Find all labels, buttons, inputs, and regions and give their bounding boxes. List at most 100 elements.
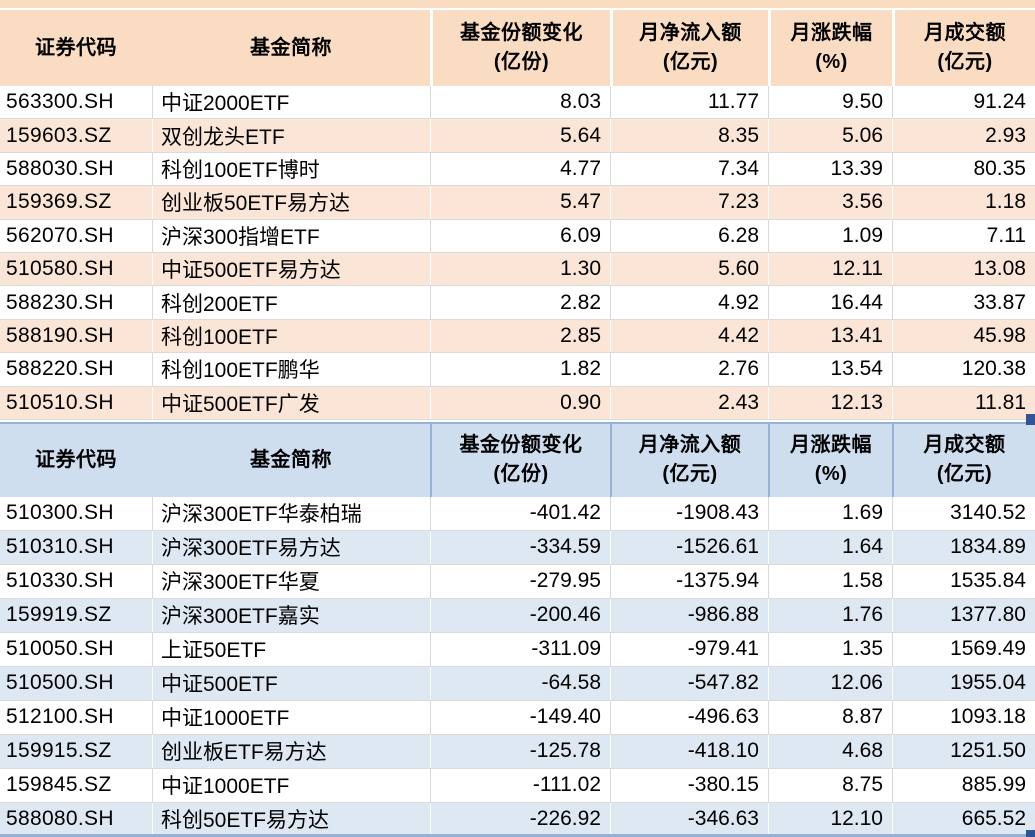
cell-code[interactable]: 588220.SH bbox=[6, 357, 114, 381]
cell-turnover[interactable]: 665.52 bbox=[892, 802, 1035, 836]
column-header-turnover[interactable]: 月成交额 (亿元) bbox=[892, 423, 1035, 497]
cell-net-inflow[interactable]: -1908.43 bbox=[610, 496, 768, 530]
cell-share-change[interactable]: 5.64 bbox=[430, 119, 610, 152]
cell-pct-change[interactable]: 13.41 bbox=[768, 319, 892, 353]
cell-pct-change[interactable]: 12.11 bbox=[768, 252, 892, 286]
cell-share-change[interactable]: 1.82 bbox=[430, 353, 610, 386]
column-header-code[interactable]: 证券代码 bbox=[0, 10, 152, 86]
cell-pct-change[interactable]: 1.64 bbox=[768, 530, 892, 564]
cell-name[interactable]: 科创100ETF bbox=[152, 319, 430, 353]
cell-turnover[interactable]: 1535.84 bbox=[892, 564, 1035, 598]
column-header-code[interactable]: 证券代码 bbox=[0, 424, 152, 497]
cell-pct-change[interactable]: 9.50 bbox=[768, 86, 892, 119]
cell-name[interactable]: 中证1000ETF bbox=[152, 768, 430, 802]
column-header-pct-change[interactable]: 月涨跌幅 (%) bbox=[768, 10, 892, 86]
cell-code[interactable]: 510050.SH bbox=[6, 637, 114, 661]
cell-pct-change[interactable]: 12.06 bbox=[768, 666, 892, 700]
cell-net-inflow[interactable]: 2.76 bbox=[610, 353, 768, 386]
cell-share-change[interactable]: -149.40 bbox=[430, 700, 610, 734]
cell-code[interactable]: 510330.SH bbox=[6, 569, 114, 593]
cell-code[interactable]: 510300.SH bbox=[6, 501, 114, 525]
cell-code[interactable]: 159369.SZ bbox=[6, 190, 112, 214]
cell-net-inflow[interactable]: 8.35 bbox=[610, 119, 768, 152]
column-header-net-inflow[interactable]: 月净流入额 (亿元) bbox=[610, 423, 768, 497]
cell-share-change[interactable]: 6.09 bbox=[430, 219, 610, 252]
cell-name[interactable]: 沪深300ETF华泰柏瑞 bbox=[152, 496, 430, 530]
cell-name[interactable]: 沪深300指增ETF bbox=[152, 219, 430, 252]
cell-net-inflow[interactable]: -547.82 bbox=[610, 666, 768, 700]
cell-name[interactable]: 中证2000ETF bbox=[152, 86, 430, 119]
cell-code[interactable]: 510310.SH bbox=[6, 535, 114, 559]
cell-turnover[interactable]: 7.11 bbox=[892, 219, 1035, 252]
cell-name[interactable]: 沪深300ETF易方达 bbox=[152, 530, 430, 564]
cell-net-inflow[interactable]: 2.43 bbox=[610, 386, 768, 419]
cell-net-inflow[interactable]: 4.92 bbox=[610, 286, 768, 319]
column-header-share-change[interactable]: 基金份额变化 (亿份) bbox=[430, 10, 610, 86]
cell-pct-change[interactable]: 8.75 bbox=[768, 768, 892, 802]
cell-pct-change[interactable]: 12.13 bbox=[768, 386, 892, 419]
cell-net-inflow[interactable]: -496.63 bbox=[610, 700, 768, 734]
autofill-handle[interactable] bbox=[1026, 413, 1035, 425]
cell-code[interactable]: 512100.SH bbox=[6, 705, 114, 729]
cell-name[interactable]: 科创100ETF鹏华 bbox=[152, 353, 430, 386]
cell-code[interactable]: 159845.SZ bbox=[6, 773, 112, 797]
cell-pct-change[interactable]: 1.76 bbox=[768, 598, 892, 632]
cell-turnover[interactable]: 1.18 bbox=[892, 186, 1035, 219]
cell-net-inflow[interactable]: 11.77 bbox=[610, 86, 768, 119]
cell-code[interactable]: 159603.SZ bbox=[6, 123, 112, 147]
cell-share-change[interactable]: -279.95 bbox=[430, 564, 610, 598]
cell-turnover[interactable]: 80.35 bbox=[892, 152, 1035, 186]
column-header-share-change[interactable]: 基金份额变化 (亿份) bbox=[430, 423, 610, 497]
column-header-name[interactable]: 基金简称 bbox=[152, 424, 430, 497]
column-header-pct-change[interactable]: 月涨跌幅 (%) bbox=[768, 423, 892, 497]
cell-code[interactable]: 563300.SH bbox=[6, 90, 114, 114]
cell-pct-change[interactable]: 16.44 bbox=[768, 286, 892, 319]
cell-share-change[interactable]: 1.30 bbox=[430, 252, 610, 286]
cell-pct-change[interactable]: 1.58 bbox=[768, 564, 892, 598]
cell-turnover[interactable]: 120.38 bbox=[892, 353, 1035, 386]
cell-share-change[interactable]: 0.90 bbox=[430, 386, 610, 419]
cell-share-change[interactable]: 4.77 bbox=[430, 152, 610, 186]
cell-net-inflow[interactable]: 5.60 bbox=[610, 252, 768, 286]
cell-pct-change[interactable]: 13.39 bbox=[768, 152, 892, 186]
cell-share-change[interactable]: -111.02 bbox=[430, 768, 610, 802]
cell-pct-change[interactable]: 12.10 bbox=[768, 802, 892, 836]
cell-pct-change[interactable]: 1.35 bbox=[768, 632, 892, 666]
cell-pct-change[interactable]: 13.54 bbox=[768, 353, 892, 386]
cell-net-inflow[interactable]: 6.28 bbox=[610, 219, 768, 252]
cell-pct-change[interactable]: 1.09 bbox=[768, 219, 892, 252]
cell-name[interactable]: 中证500ETF广发 bbox=[152, 386, 430, 419]
cell-code[interactable]: 562070.SH bbox=[6, 223, 114, 247]
cell-share-change[interactable]: -401.42 bbox=[430, 496, 610, 530]
cell-code[interactable]: 510580.SH bbox=[6, 257, 114, 281]
cell-pct-change[interactable]: 3.56 bbox=[768, 186, 892, 219]
cell-turnover[interactable]: 2.93 bbox=[892, 119, 1035, 152]
cell-turnover[interactable]: 1569.49 bbox=[892, 632, 1035, 666]
cell-net-inflow[interactable]: -380.15 bbox=[610, 768, 768, 802]
cell-name[interactable]: 创业板50ETF易方达 bbox=[152, 186, 430, 219]
cell-turnover[interactable]: 1377.80 bbox=[892, 598, 1035, 632]
cell-net-inflow[interactable]: -979.41 bbox=[610, 632, 768, 666]
cell-turnover[interactable]: 91.24 bbox=[892, 86, 1035, 119]
column-header-net-inflow[interactable]: 月净流入额 (亿元) bbox=[610, 10, 768, 86]
cell-share-change[interactable]: -64.58 bbox=[430, 666, 610, 700]
cell-code[interactable]: 510500.SH bbox=[6, 671, 114, 695]
cell-name[interactable]: 中证500ETF易方达 bbox=[152, 252, 430, 286]
column-header-name[interactable]: 基金简称 bbox=[152, 10, 430, 86]
column-header-turnover[interactable]: 月成交额 (亿元) bbox=[892, 10, 1035, 86]
cell-name[interactable]: 沪深300ETF嘉实 bbox=[152, 598, 430, 632]
cell-turnover[interactable]: 1093.18 bbox=[892, 700, 1035, 734]
cell-share-change[interactable]: 5.47 bbox=[430, 186, 610, 219]
cell-code[interactable]: 588030.SH bbox=[6, 156, 114, 180]
cell-name[interactable]: 创业板ETF易方达 bbox=[152, 734, 430, 768]
cell-net-inflow[interactable]: 7.34 bbox=[610, 152, 768, 186]
cell-pct-change[interactable]: 4.68 bbox=[768, 734, 892, 768]
cell-name[interactable]: 沪深300ETF华夏 bbox=[152, 564, 430, 598]
cell-share-change[interactable]: -200.46 bbox=[430, 598, 610, 632]
cell-name[interactable]: 中证1000ETF bbox=[152, 700, 430, 734]
cell-name[interactable]: 科创200ETF bbox=[152, 286, 430, 319]
cell-share-change[interactable]: 2.85 bbox=[430, 319, 610, 353]
cell-turnover[interactable]: 1955.04 bbox=[892, 666, 1035, 700]
cell-net-inflow[interactable]: 4.42 bbox=[610, 319, 768, 353]
cell-code[interactable]: 159915.SZ bbox=[6, 739, 112, 763]
